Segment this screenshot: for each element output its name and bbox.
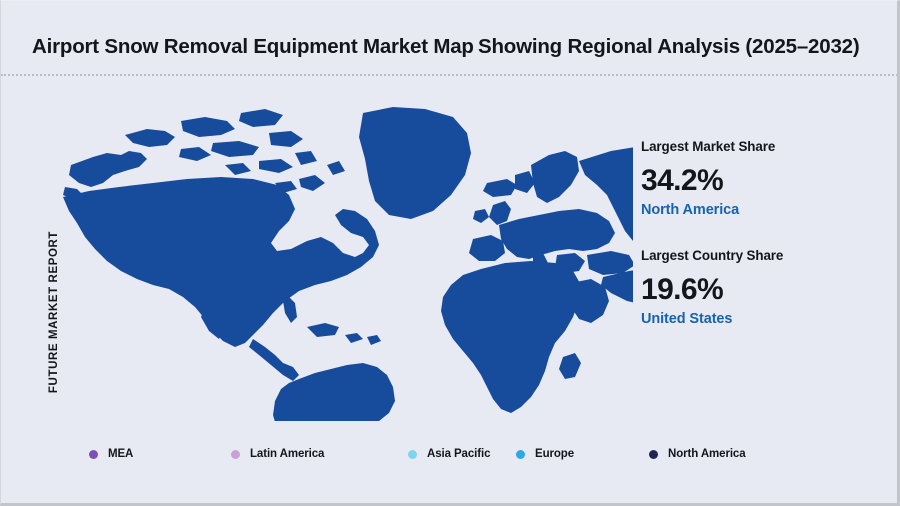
stat-card-country-share: Largest Country Share 19.6% United State… <box>641 248 887 327</box>
stat-label-country-share: Largest Country Share <box>641 248 784 263</box>
legend-label-mea: MEA <box>108 448 134 460</box>
legend-label-north-america: North America <box>668 448 746 460</box>
legend-swatch-north-america <box>649 449 658 459</box>
header-divider <box>1 74 897 76</box>
page-title-primary: Airport Snow Removal Equipment Market Ma… <box>32 35 474 58</box>
legend-item-europe[interactable]: Europe <box>516 448 574 460</box>
header: Airport Snow Removal Equipment Market Ma… <box>1 1 897 75</box>
legend-item-north-america[interactable]: North America <box>649 448 746 460</box>
legend-label-europe: Europe <box>535 448 575 460</box>
stat-value-market-share: 34.2% <box>641 164 724 197</box>
stat-label-market-share: Largest Market Share <box>641 139 776 154</box>
legend-item-asia-pacific[interactable]: Asia Pacific <box>408 448 490 460</box>
stat-card-market-share: Largest Market Share 34.2% North America <box>641 139 887 218</box>
world-map-icon <box>63 91 633 421</box>
brand-watermark: FUTURE MARKET REPORT <box>48 230 60 394</box>
stat-value-country-share: 19.6% <box>641 273 724 306</box>
legend-item-mea[interactable]: MEA <box>89 448 133 460</box>
legend-swatch-europe <box>516 449 525 459</box>
legend-label-asia-pacific: Asia Pacific <box>427 448 491 460</box>
page-title-secondary: Showing Regional Analysis (2025–2032) <box>478 35 860 58</box>
legend-label-latin-america: Latin America <box>250 448 325 460</box>
legend-swatch-asia-pacific <box>408 449 417 459</box>
stats-panel: Largest Market Share 34.2% North America… <box>641 139 887 357</box>
stat-region-country-share: United States <box>641 311 733 327</box>
legend-swatch-mea <box>89 449 98 459</box>
map-legend: MEA Latin America Asia Pacific Europe No… <box>89 448 809 468</box>
legend-item-latin-america[interactable]: Latin America <box>231 448 324 460</box>
legend-swatch-latin-america <box>231 449 240 459</box>
stat-region-market-share: North America <box>641 202 740 218</box>
